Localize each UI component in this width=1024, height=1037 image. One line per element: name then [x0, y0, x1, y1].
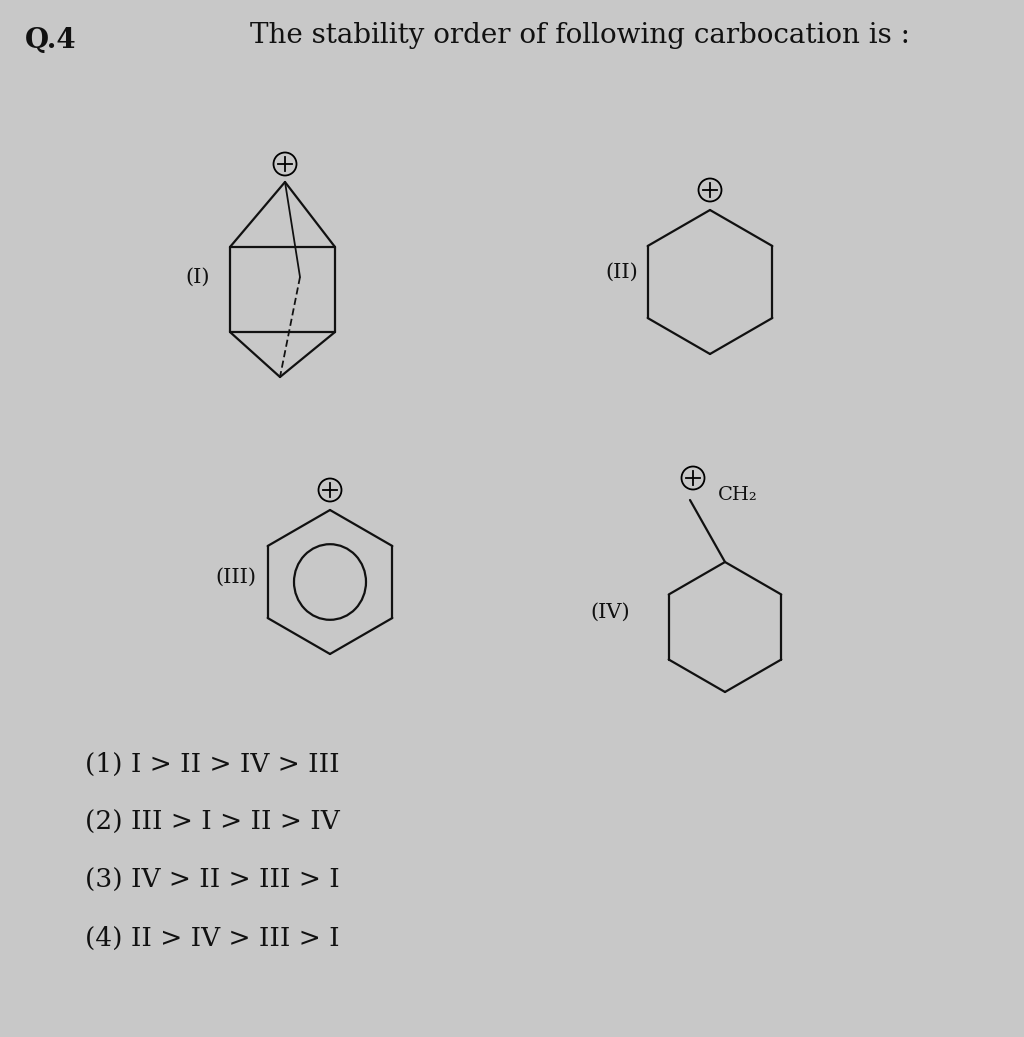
Text: (1) I > II > IV > III: (1) I > II > IV > III [85, 752, 340, 777]
Text: (2) III > I > II > IV: (2) III > I > II > IV [85, 810, 340, 835]
Text: CH₂: CH₂ [718, 486, 758, 504]
Text: (IV): (IV) [590, 602, 630, 621]
Text: (II): (II) [605, 262, 638, 281]
Text: (III): (III) [215, 567, 256, 587]
Text: (I): (I) [185, 268, 210, 286]
Text: (4) II > IV > III > I: (4) II > IV > III > I [85, 926, 340, 951]
Text: (3) IV > II > III > I: (3) IV > II > III > I [85, 868, 340, 893]
Text: Q.4: Q.4 [25, 27, 77, 54]
Text: The stability order of following carbocation is :: The stability order of following carboca… [250, 22, 910, 49]
